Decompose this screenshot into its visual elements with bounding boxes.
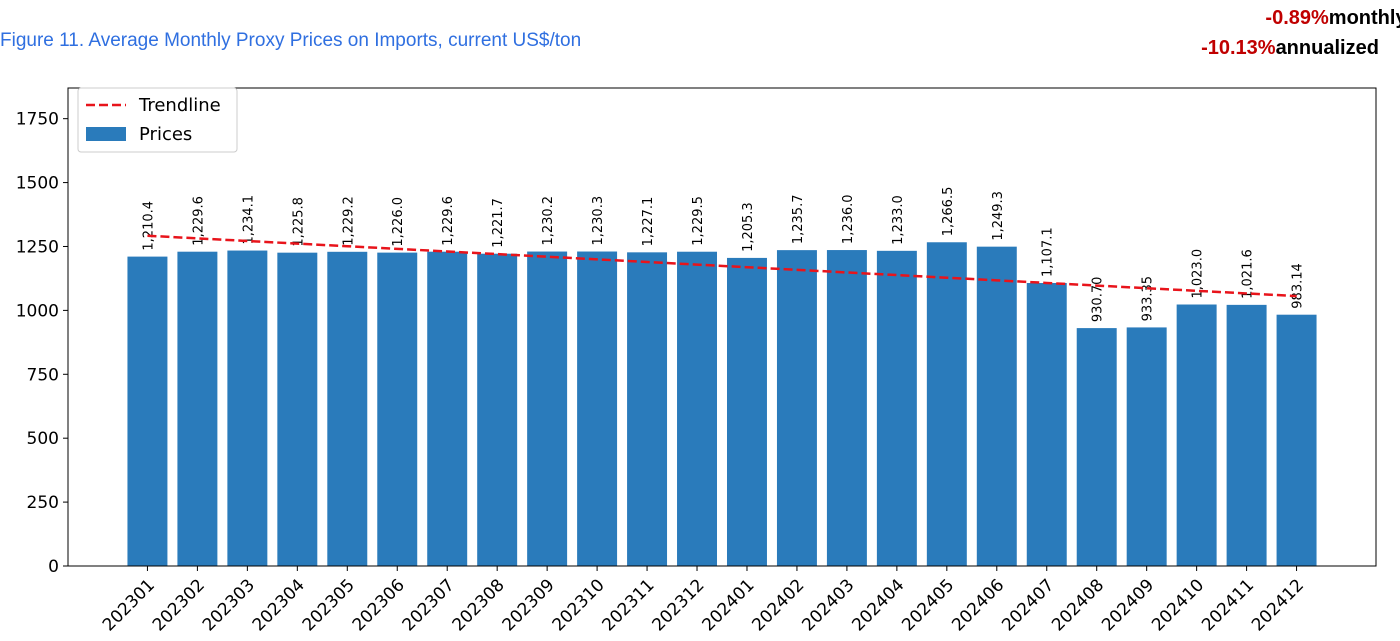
annotation-label: annualized	[1276, 37, 1379, 59]
annotation-value: -10.13%	[1201, 37, 1276, 59]
x-tick-label: 202305	[299, 575, 359, 635]
x-tick-label: 202307	[399, 575, 459, 635]
data-label: 1,226.0	[391, 197, 406, 247]
data-label: 1,230.3	[591, 196, 606, 246]
y-tick-label: 1500	[16, 174, 59, 194]
y-tick-label: 750	[27, 365, 59, 385]
bar	[327, 251, 368, 566]
bar	[1176, 304, 1217, 566]
data-label: 930.70	[1091, 277, 1106, 323]
data-label: 1,229.2	[341, 196, 356, 246]
bar	[277, 252, 318, 566]
x-tick-label: 202401	[698, 575, 758, 635]
legend-swatch	[86, 127, 126, 141]
x-tick-label: 202309	[499, 575, 559, 635]
data-label: 1,221.7	[491, 198, 506, 248]
bar	[477, 253, 518, 566]
data-label: 1,229.5	[691, 196, 706, 246]
y-tick-label: 0	[48, 557, 59, 577]
chart-title: Figure 11. Average Monthly Proxy Prices …	[0, 30, 581, 51]
trendline	[147, 234, 1297, 298]
x-tick-label: 202404	[848, 575, 908, 635]
data-label: 1,249.3	[991, 191, 1006, 241]
bar	[976, 246, 1017, 566]
bar	[127, 256, 168, 566]
data-label: 1,205.3	[741, 202, 756, 252]
data-label: 1,234.1	[241, 195, 256, 245]
x-tick-label: 202405	[898, 575, 958, 635]
x-tick-label: 202301	[99, 575, 159, 635]
y-tick-label: 250	[27, 493, 59, 513]
data-label: 1,236.0	[841, 194, 856, 244]
data-label: 1,021.6	[1241, 249, 1256, 299]
x-tick-label: 202312	[649, 575, 709, 635]
x-tick-label: 202310	[549, 575, 609, 635]
data-label: 933.35	[1141, 276, 1156, 322]
legend: Trendline Prices	[77, 87, 238, 153]
x-tick-label: 202411	[1198, 575, 1258, 635]
x-tick-label: 202410	[1148, 575, 1208, 635]
bar	[1026, 283, 1067, 566]
x-tick-label: 202408	[1048, 575, 1108, 635]
y-tick-label: 1000	[16, 301, 59, 321]
legend-label: Prices	[139, 124, 192, 145]
data-label: 1,023.0	[1191, 249, 1206, 299]
x-tick-label: 202412	[1248, 575, 1308, 635]
bar	[677, 251, 718, 567]
data-label: 1,230.2	[541, 196, 556, 246]
data-label: 1,229.6	[191, 196, 206, 246]
annotation-value: -0.89%	[1265, 7, 1329, 29]
bar	[377, 252, 418, 567]
data-label: 1,227.1	[641, 197, 656, 247]
y-tick-label: 500	[27, 429, 59, 449]
x-tick-label: 202406	[948, 575, 1008, 635]
x-tick-label: 202304	[249, 575, 309, 635]
y-tick-label: 1750	[16, 110, 59, 130]
bar	[1076, 328, 1117, 566]
data-label: 1,210.4	[141, 201, 156, 251]
bar	[726, 257, 767, 566]
bar	[227, 250, 268, 566]
data-label: 1,229.6	[441, 196, 456, 246]
bar	[577, 251, 618, 566]
x-tick-label: 202409	[1098, 575, 1158, 635]
data-label: 1,225.8	[291, 197, 306, 247]
data-label: 1,107.1	[1041, 227, 1056, 277]
bar	[776, 250, 817, 566]
bar	[1126, 327, 1167, 566]
data-label: 1,266.5	[941, 187, 956, 237]
x-tick-label: 202302	[149, 575, 209, 635]
bar	[177, 251, 218, 566]
x-tick-label: 202311	[599, 575, 659, 635]
data-label: 1,233.0	[891, 195, 906, 245]
bar	[627, 252, 668, 566]
y-tick-label: 1250	[16, 237, 59, 257]
annotation: -10.13%annualized	[1201, 37, 1379, 59]
bar	[427, 251, 468, 566]
x-tick-label: 202407	[998, 575, 1058, 635]
bar	[926, 242, 967, 566]
data-label: 1,235.7	[791, 195, 806, 245]
x-tick-label: 202402	[748, 575, 808, 635]
x-tick-label: 202308	[449, 575, 509, 635]
x-tick-label: 202303	[199, 575, 259, 635]
x-tick-label: 202403	[798, 575, 858, 635]
plot-frame	[67, 87, 1377, 567]
x-tick-label: 202306	[349, 575, 409, 635]
bar	[826, 250, 867, 567]
data-label: 983.14	[1291, 263, 1306, 309]
legend-label: Trendline	[138, 95, 221, 116]
bar	[1276, 314, 1317, 566]
annotation: -0.89%monthly	[1265, 7, 1400, 29]
bar	[876, 250, 917, 567]
bar	[1226, 304, 1267, 566]
bar	[527, 251, 568, 566]
annotation-label: monthly	[1329, 7, 1400, 29]
